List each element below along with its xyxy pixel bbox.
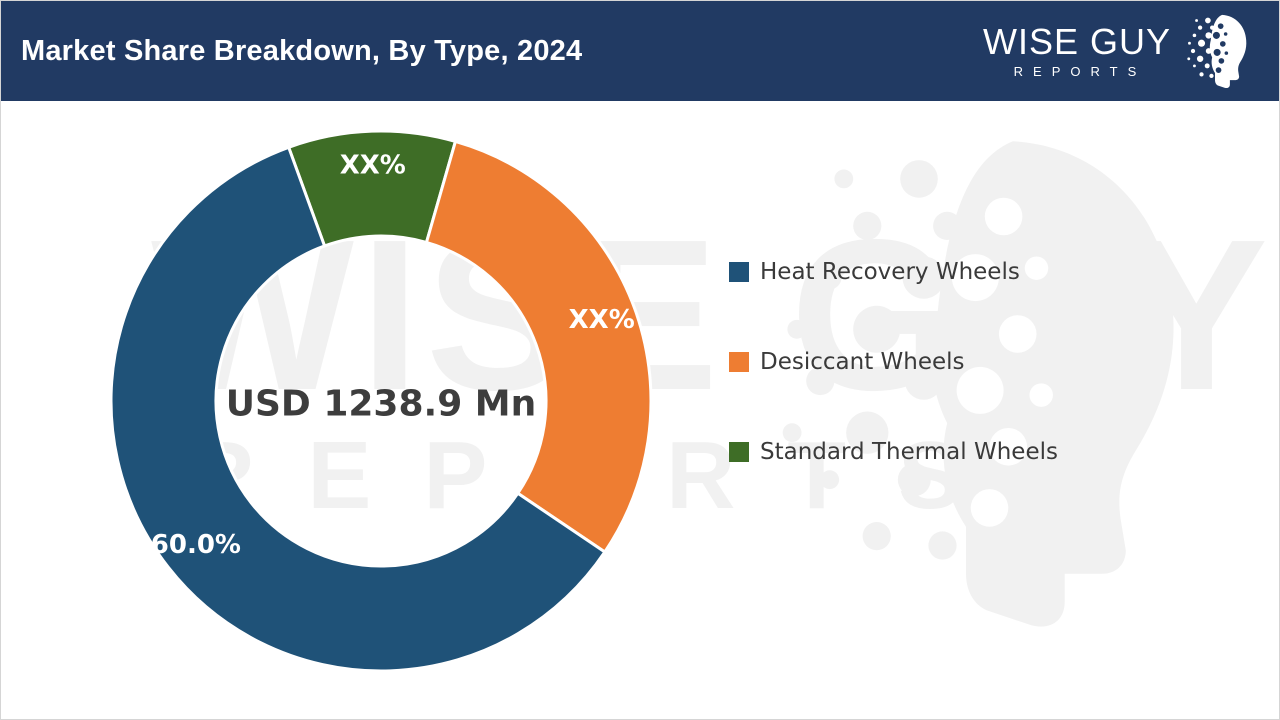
legend-item-standard-thermal-wheels: Standard Thermal Wheels [729,439,1058,465]
legend-label: Standard Thermal Wheels [760,439,1058,465]
segment-value-label: 60.0% [151,530,241,560]
chart-area: WISE GUY REPORTS XX%XX%60.0% USD 1238.9 … [1,101,1279,719]
legend-item-heat-recovery-wheels: Heat Recovery Wheels [729,259,1058,285]
segment-value-label: XX% [340,151,406,181]
legend-swatch-green [729,442,749,462]
logo-subtitle: REPORTS [1013,63,1147,79]
head-profile-dots-icon [1187,14,1247,89]
segment-value-label: XX% [569,305,635,335]
legend-label: Desiccant Wheels [760,349,965,375]
legend-item-desiccant-wheels: Desiccant Wheels [729,349,1058,375]
logo-wordmark: WISE GUY [982,20,1171,62]
wise-guy-reports-logo: WISE GUY REPORTS [983,12,1257,90]
logo-text: WISE GUY REPORTS [982,20,1171,79]
donut-chart: XX% XX% 60.0% [109,129,653,673]
page-title: Market Share Breakdown, By Type, 2024 [21,34,583,67]
donut-segment-desiccant-wheels [424,139,653,554]
donut-center-value: USD 1238.9 Mn [225,383,537,425]
donut-segment-heat-recovery-wheels [109,145,607,673]
legend-swatch-orange [729,352,749,372]
chart-legend: Heat Recovery Wheels Desiccant Wheels St… [729,259,1058,465]
legend-swatch-blue [729,262,749,282]
header-bar: Market Share Breakdown, By Type, 2024 WI… [1,1,1279,101]
legend-label: Heat Recovery Wheels [760,259,1020,285]
